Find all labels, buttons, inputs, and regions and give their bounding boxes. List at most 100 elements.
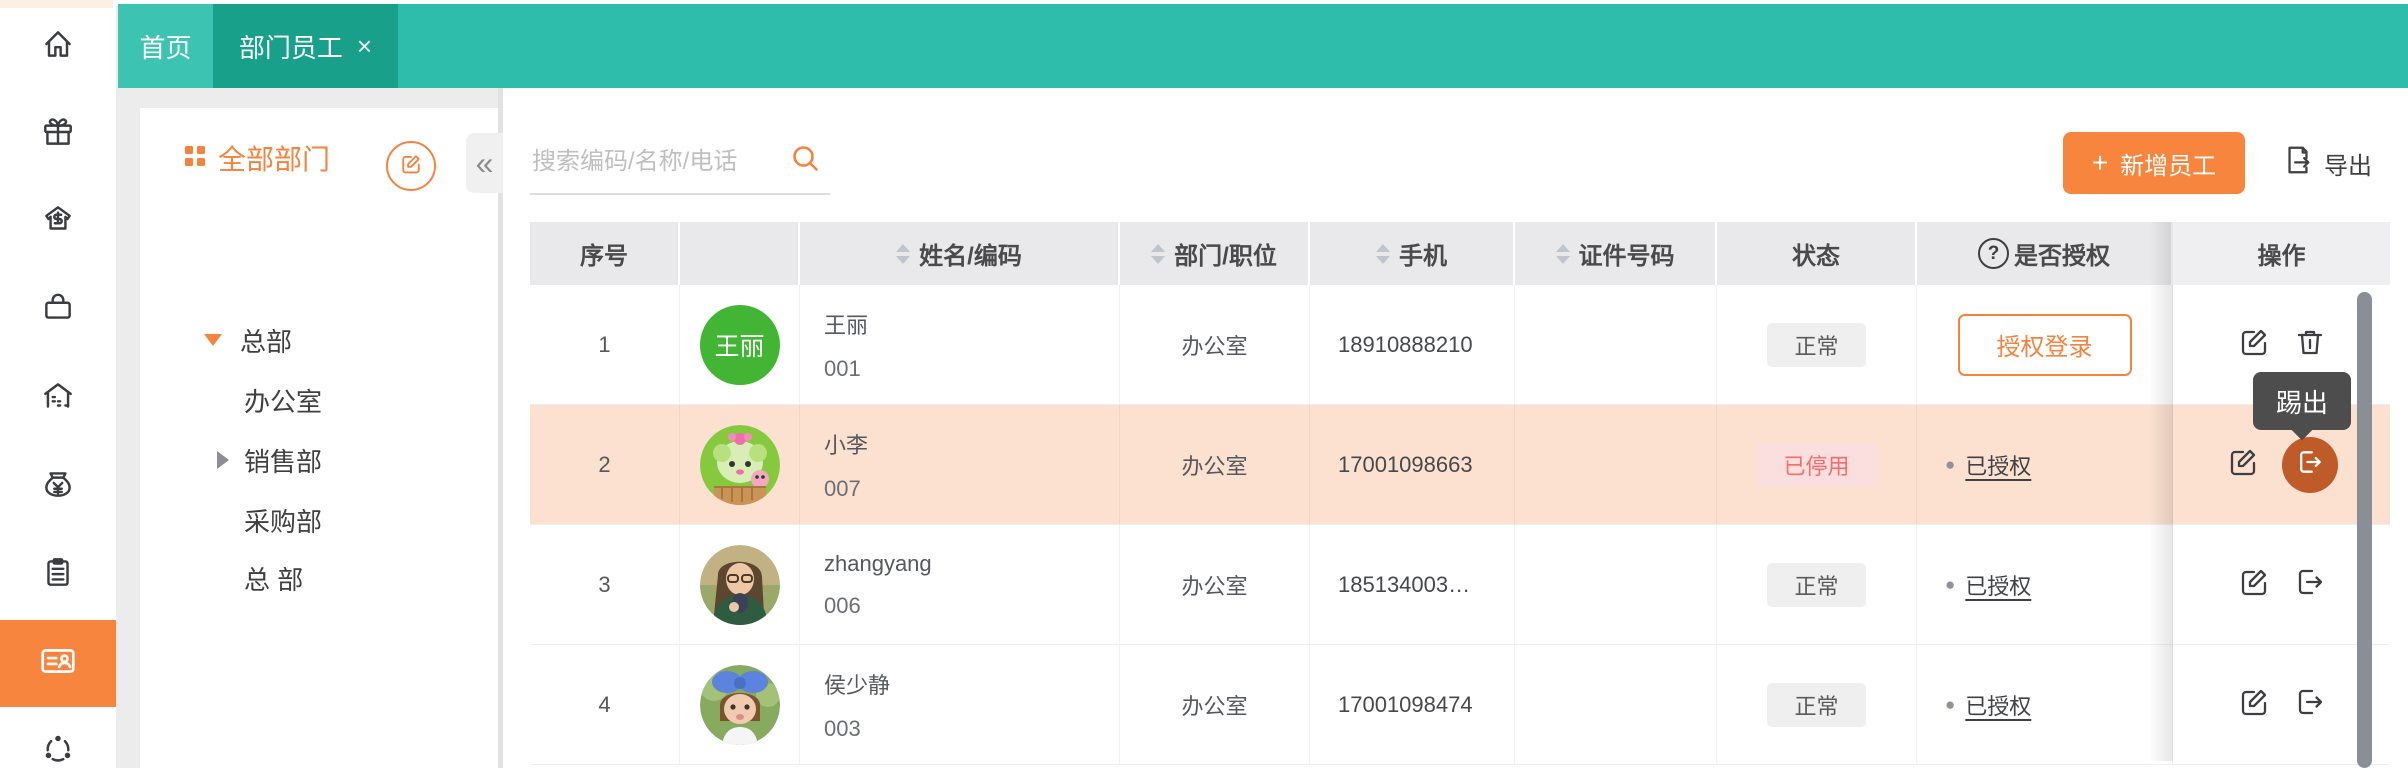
tree-node-label: 采购部 xyxy=(244,506,323,537)
edit-icon[interactable] xyxy=(2237,325,2271,365)
table-row[interactable]: 1 王丽 王丽 001 办公室 18910888210 正常 授权登录 xyxy=(530,285,2390,405)
cell-phone: 18910888210 xyxy=(1310,285,1515,404)
tree-node-hq2[interactable]: 总 部 xyxy=(140,554,602,602)
header-cert[interactable]: 证件号码 xyxy=(1515,222,1717,285)
employee-code: 003 xyxy=(824,715,861,741)
tree-node-label: 总部 xyxy=(240,326,293,357)
sidebar-item-bag[interactable] xyxy=(0,277,116,341)
vertical-scrollbar-thumb[interactable] xyxy=(2357,292,2372,768)
authorized-link[interactable]: 已授权 xyxy=(1965,573,2032,599)
edit-departments-button[interactable] xyxy=(386,141,436,191)
edit-icon[interactable] xyxy=(2226,445,2260,485)
photo-avatar-image xyxy=(699,664,780,745)
export-button[interactable]: 导出 xyxy=(2282,138,2372,188)
sort-carets-icon[interactable] xyxy=(896,243,911,264)
search-icon[interactable] xyxy=(789,142,823,181)
clipboard-icon xyxy=(40,554,76,595)
sort-carets-icon[interactable] xyxy=(1376,243,1390,264)
cell-status: 正常 xyxy=(1717,645,1917,764)
sidebar-item-clipboard[interactable] xyxy=(0,542,116,606)
tree-node-office[interactable]: 办公室 xyxy=(140,376,602,424)
logout-icon[interactable] xyxy=(2293,565,2327,605)
topbar: 首页 部门员工 × xyxy=(118,4,2408,88)
sidebar-item-warehouse[interactable] xyxy=(0,366,116,430)
sidebar-item-employees-active[interactable] xyxy=(0,620,116,707)
add-employee-button[interactable]: + 新增员工 xyxy=(2063,132,2245,194)
authorized-link[interactable]: 已授权 xyxy=(1965,693,2032,719)
status-badge: 正常 xyxy=(1767,322,1866,367)
search-bar xyxy=(530,130,830,195)
sort-carets-icon[interactable] xyxy=(1151,243,1166,264)
search-input[interactable] xyxy=(530,146,789,177)
tree-node-purchasing[interactable]: 采购部 xyxy=(140,496,602,544)
status-badge: 正常 xyxy=(1767,682,1866,727)
cell-phone: 185134003… xyxy=(1310,525,1515,644)
sidebar-item-share[interactable] xyxy=(0,718,116,768)
photo-avatar-image xyxy=(699,544,780,625)
header-name[interactable]: 姓名/编码 xyxy=(800,222,1120,285)
cell-auth: 授权登录 xyxy=(1917,285,2173,404)
bullet-icon: ● xyxy=(1945,694,1956,714)
cell-auth: ● 已授权 xyxy=(1917,405,2173,524)
cell-name: 小李 007 xyxy=(800,405,1120,524)
cell-name: 侯少静 003 xyxy=(800,645,1120,764)
cell-name: 王丽 001 xyxy=(800,285,1120,404)
tab-close-icon[interactable]: × xyxy=(356,30,373,61)
avatar xyxy=(699,544,780,625)
cell-auth: ● 已授权 xyxy=(1917,645,2173,764)
sort-carets-icon[interactable] xyxy=(1555,243,1570,264)
sidebar-item-money-bag[interactable] xyxy=(0,454,116,518)
edit-icon[interactable] xyxy=(2237,565,2271,605)
avatar xyxy=(699,664,780,745)
authorized-indicator[interactable]: ● 已授权 xyxy=(1945,689,2031,721)
sidebar-top-strip xyxy=(0,0,113,8)
tree-node-sales[interactable]: 销售部 xyxy=(140,436,575,484)
employee-name: 侯少静 xyxy=(824,672,891,698)
table-row[interactable]: 3 xyxy=(530,525,2390,645)
header-ops: 操作 xyxy=(2173,222,2390,285)
employee-code: 007 xyxy=(824,475,861,501)
panel-divider xyxy=(498,88,503,768)
header-status: 状态 xyxy=(1717,222,1917,285)
plus-icon: + xyxy=(2091,147,2109,178)
edit-icon[interactable] xyxy=(2237,685,2271,725)
help-question-icon[interactable]: ? xyxy=(1978,238,2009,269)
caret-right-icon[interactable] xyxy=(217,451,229,469)
header-phone-label: 手机 xyxy=(1399,243,1447,270)
delete-icon[interactable] xyxy=(2293,325,2327,365)
tab-dept-employees-label: 部门员工 xyxy=(238,32,343,63)
cell-name: zhangyang 006 xyxy=(800,525,1120,644)
header-dept[interactable]: 部门/职位 xyxy=(1120,222,1310,285)
bullet-icon: ● xyxy=(1945,574,1956,594)
sidebar-item-home[interactable] xyxy=(0,14,116,78)
authorize-login-button[interactable]: 授权登录 xyxy=(1957,313,2132,376)
table-header-row: 序号 姓名/编码 部门/职位 手机 证件号码 状态 ? 是否授权 xyxy=(530,222,2390,285)
authorized-indicator[interactable]: ● 已授权 xyxy=(1945,449,2031,481)
sidebar-item-shop-dollar[interactable] xyxy=(0,189,116,253)
authorized-link[interactable]: 已授权 xyxy=(1965,453,2032,479)
authorized-indicator[interactable]: ● 已授权 xyxy=(1945,569,2031,601)
kick-out-button[interactable] xyxy=(2281,436,2338,493)
edit-pencil-icon xyxy=(399,152,423,181)
header-phone[interactable]: 手机 xyxy=(1310,222,1515,285)
header-auth-label: 是否授权 xyxy=(2014,243,2110,270)
cell-dept: 办公室 xyxy=(1120,405,1310,524)
cell-cert xyxy=(1515,405,1717,524)
cell-index: 1 xyxy=(530,285,680,404)
cartoon-avatar-image xyxy=(699,424,780,505)
tab-dept-employees[interactable]: 部门员工 × xyxy=(213,4,398,88)
logout-icon[interactable] xyxy=(2293,685,2327,725)
cell-ops xyxy=(2173,645,2390,764)
caret-down-icon[interactable] xyxy=(204,334,222,346)
tree-node-hq[interactable]: 总部 xyxy=(140,316,562,364)
collapse-panel-button[interactable]: « xyxy=(466,133,503,193)
table-row[interactable]: 2 xyxy=(530,405,2390,525)
share-network-icon xyxy=(40,730,76,768)
cell-status: 正常 xyxy=(1717,525,1917,644)
tab-home[interactable]: 首页 xyxy=(118,4,213,88)
tab-home-label: 首页 xyxy=(139,32,192,63)
sidebar-item-gift[interactable] xyxy=(0,102,116,166)
cell-ops xyxy=(2173,285,2390,404)
table-row[interactable]: 4 xyxy=(530,645,2390,765)
status-badge: 已停用 xyxy=(1756,442,1877,487)
